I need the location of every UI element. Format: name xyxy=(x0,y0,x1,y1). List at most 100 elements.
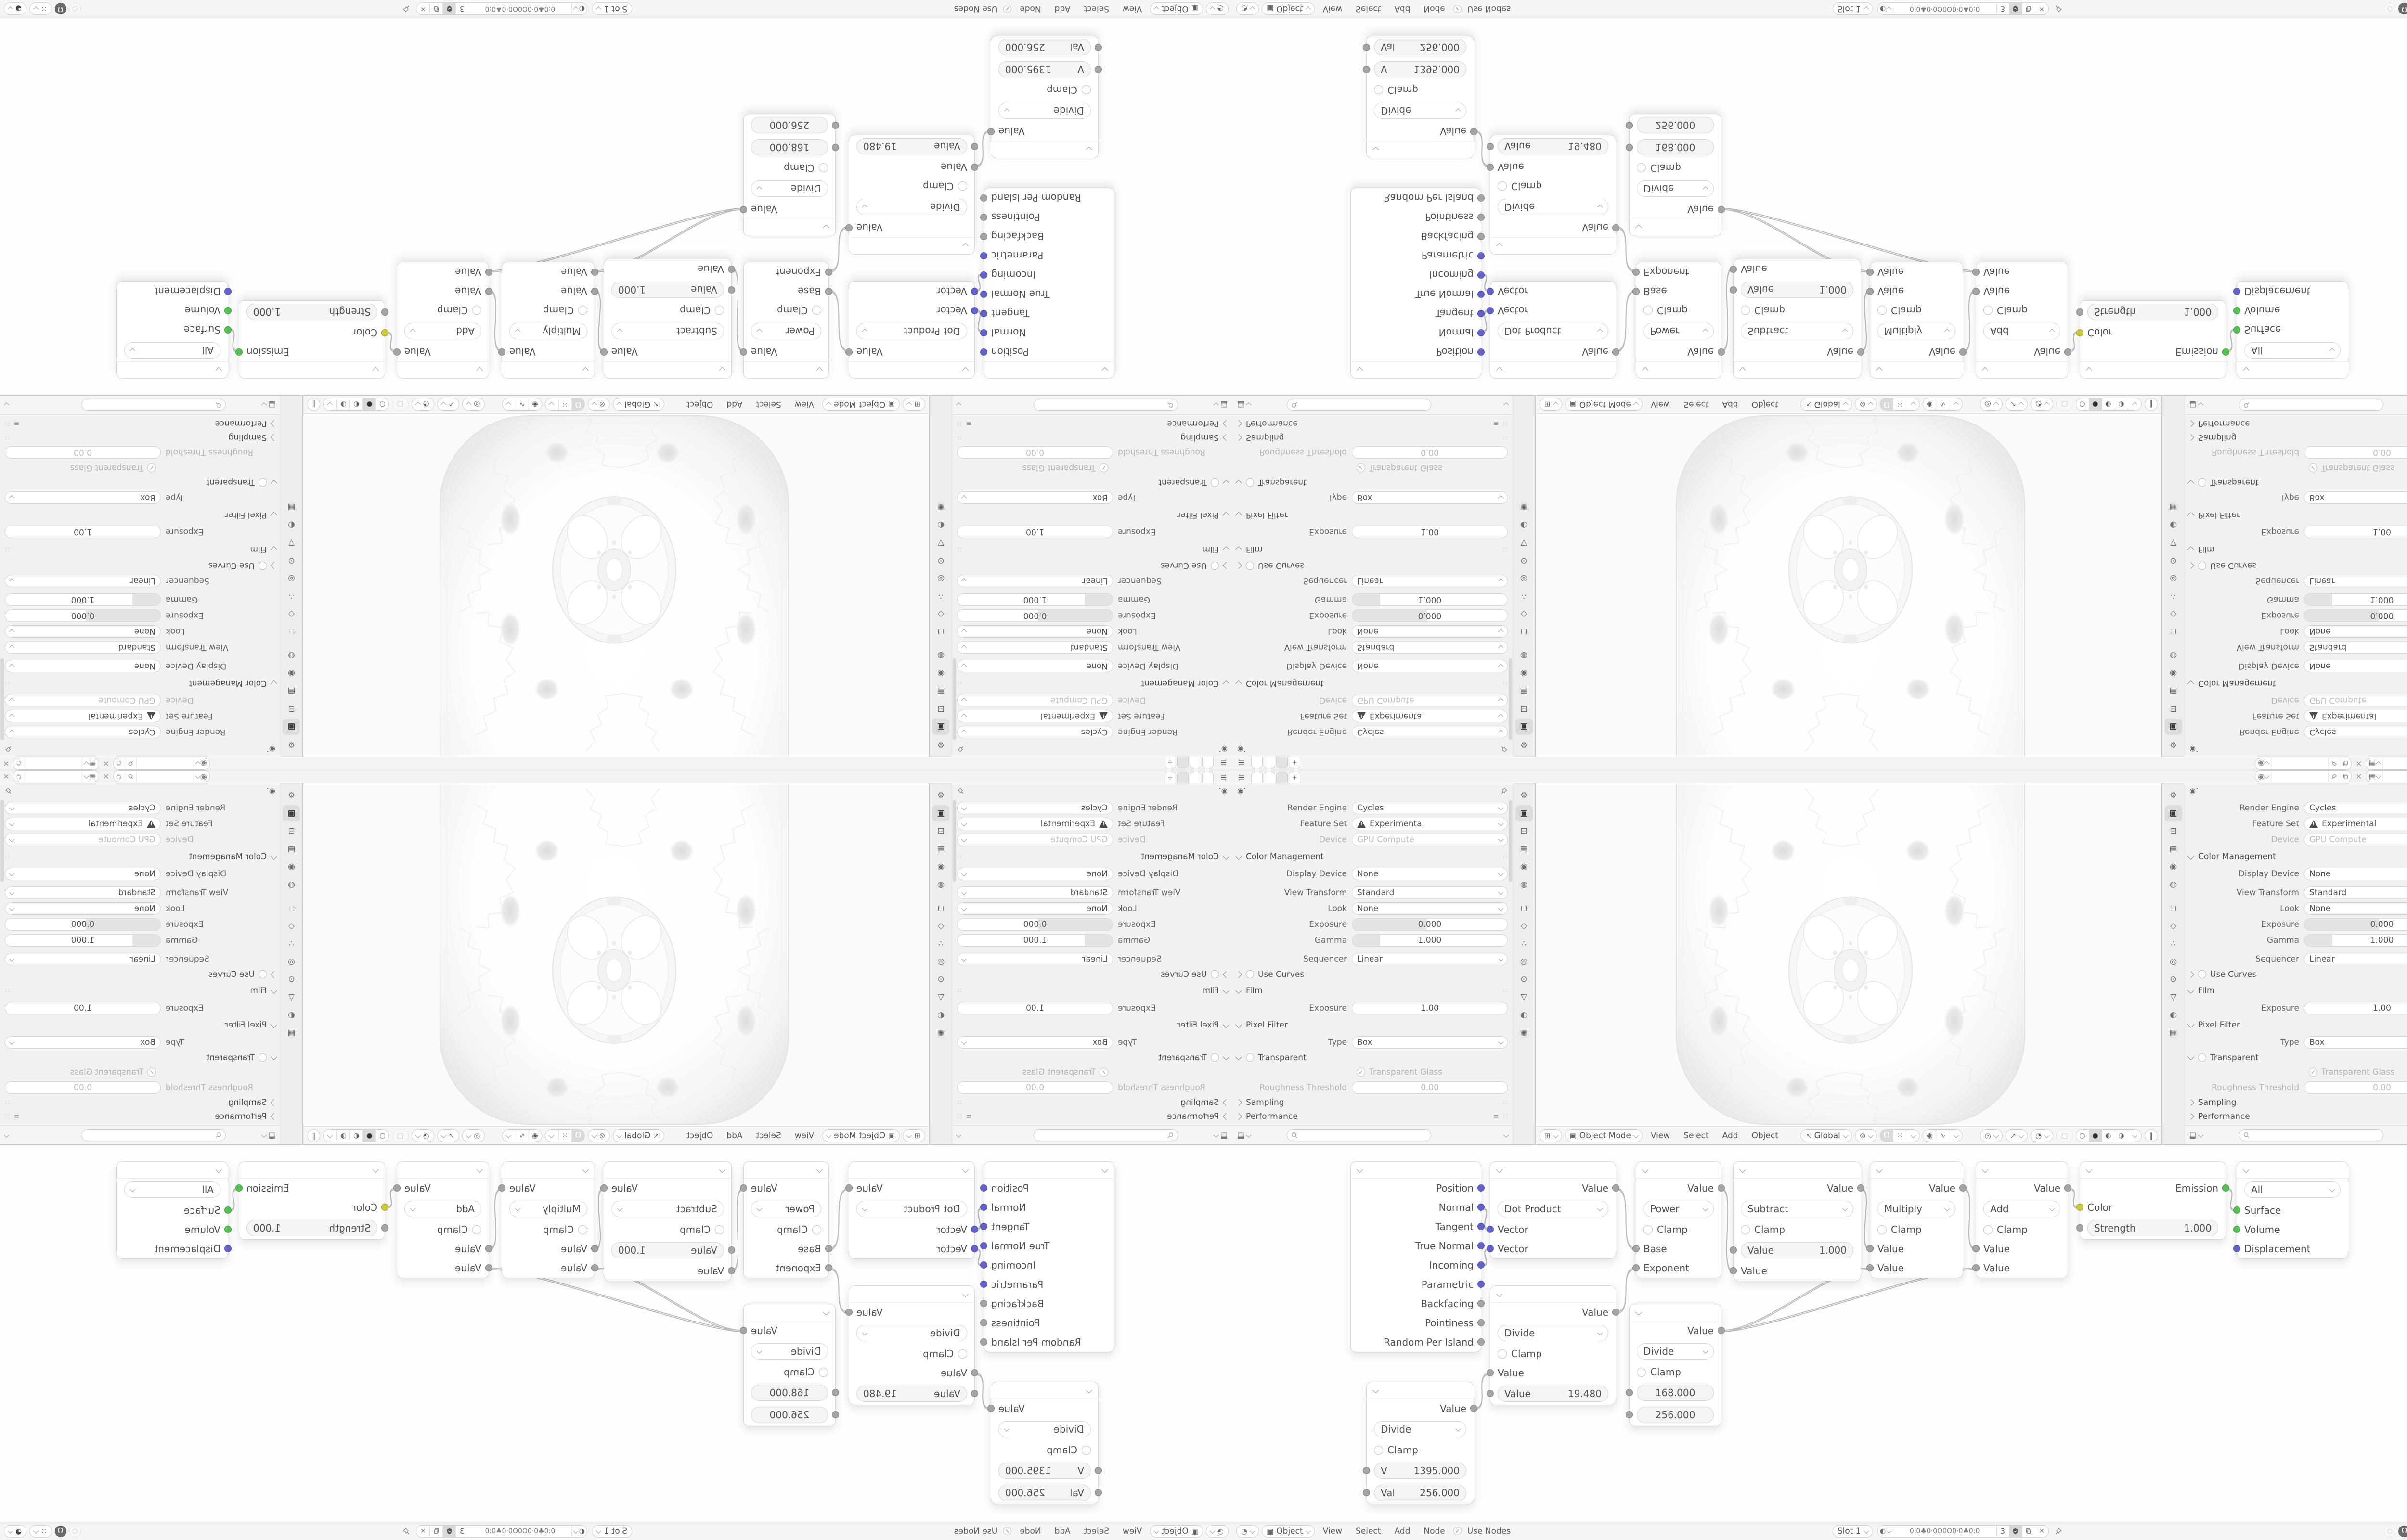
scene-selector[interactable]: ◉ xyxy=(2255,770,2352,782)
properties-tab-view-layer-icon[interactable]: ▤ xyxy=(1520,844,1528,854)
copy-icon[interactable] xyxy=(2340,771,2351,782)
output-socket[interactable] xyxy=(980,1300,987,1307)
properties-tab-scene-icon[interactable]: ◉ xyxy=(937,862,945,872)
node-header[interactable] xyxy=(1870,361,1963,378)
panel-header-film[interactable]: Film∷ xyxy=(2185,540,2407,558)
properties-tab-world-icon[interactable]: ◍ xyxy=(2170,880,2177,889)
properties-tab-tool-icon[interactable]: ⚙ xyxy=(2169,791,2177,800)
copy-icon[interactable] xyxy=(114,771,125,782)
menu-select[interactable]: Select xyxy=(1356,4,1381,14)
node-subtract[interactable]: Value Subtract Clamp Value 1.000 Value xyxy=(600,259,735,379)
input-socket[interactable] xyxy=(381,1204,388,1211)
properties-tab-tool-icon[interactable]: ⚙ xyxy=(2169,740,2177,749)
node-add[interactable]: Value Add Clamp Value Value xyxy=(1972,1161,2071,1278)
material-name-field[interactable]: 0:0♣0·0O0O0·0♣0:0 xyxy=(468,1525,572,1537)
node-divide_a[interactable]: Value Divide Clamp Value Value 19.480 xyxy=(845,135,978,255)
node-operation-select[interactable]: Divide xyxy=(998,1421,1091,1437)
output-socket[interactable] xyxy=(1612,1184,1619,1192)
panel-header-performance[interactable]: Performance≡∷ xyxy=(957,417,1232,431)
input-socket[interactable] xyxy=(2233,1245,2240,1252)
node-value-field[interactable]: Value 1.000 xyxy=(611,1242,724,1258)
input-socket[interactable] xyxy=(1866,288,1874,295)
proportional-icon[interactable]: ◉ xyxy=(528,398,542,411)
collapse-chevron-icon[interactable] xyxy=(1496,1166,1503,1173)
clamp-checkbox[interactable] xyxy=(1637,1367,1646,1377)
input-socket[interactable] xyxy=(971,143,978,150)
pin-icon[interactable] xyxy=(2329,758,2341,769)
properties-tab-modifiers-icon[interactable]: ◇ xyxy=(937,921,945,931)
node-value-field[interactable]: Value 1.000 xyxy=(1741,282,1853,298)
prop-field-look[interactable]: None xyxy=(1352,625,1508,638)
collapse-chevron-icon[interactable] xyxy=(2242,1166,2250,1173)
properties-tab-scene-icon[interactable]: ◉ xyxy=(288,862,295,872)
input-socket[interactable] xyxy=(832,1389,839,1396)
input-socket[interactable] xyxy=(971,307,978,314)
node-value-field[interactable]: Val 256.000 xyxy=(1374,39,1466,55)
scene-name-field[interactable] xyxy=(2271,758,2329,769)
workspace-tab-active[interactable] xyxy=(1177,757,1189,768)
options-chevron-icon[interactable] xyxy=(1503,1132,1509,1138)
output-socket[interactable] xyxy=(393,348,401,356)
prop-field-feature-set[interactable]: ! Experimental xyxy=(5,710,161,723)
menu-object[interactable]: Object xyxy=(1751,1130,1778,1141)
properties-tab-constraints-icon[interactable]: ⊙ xyxy=(1520,975,1527,984)
magnet-icon[interactable] xyxy=(1880,398,1894,411)
collapse-chevron-icon[interactable] xyxy=(215,1166,222,1173)
prop-field-gamma[interactable]: 1.000 xyxy=(5,593,161,606)
output-socket[interactable] xyxy=(980,329,987,336)
node-header[interactable] xyxy=(984,1162,1114,1179)
prop-field-type[interactable]: Box xyxy=(957,491,1113,504)
search-input[interactable] xyxy=(2239,1129,2383,1141)
mode-selector[interactable]: ▣ Object Mode xyxy=(822,398,900,411)
node-value-field[interactable]: V 1395.000 xyxy=(1374,1463,1466,1479)
properties-tab-modifiers-icon[interactable]: ◇ xyxy=(2170,921,2177,931)
prop-field-view-transform[interactable]: Standard xyxy=(2304,886,2407,899)
properties-tab-world-icon[interactable]: ◍ xyxy=(288,651,295,660)
output-socket[interactable] xyxy=(1477,233,1485,240)
prop-field-view-transform[interactable]: Standard xyxy=(957,886,1113,899)
pin-icon[interactable] xyxy=(124,771,136,782)
material-shading-icon[interactable]: ◐ xyxy=(2102,1129,2115,1142)
collapse-chevron-icon[interactable] xyxy=(1642,1166,1649,1173)
collapse-chevron-icon[interactable] xyxy=(2242,367,2250,374)
panel-header-performance[interactable]: Performance≡∷ xyxy=(2185,1109,2407,1123)
node-value-field[interactable]: 256.000 xyxy=(751,117,828,133)
collapse-chevron-icon[interactable] xyxy=(1101,367,1109,374)
panel-header-film[interactable]: Film∷ xyxy=(1232,540,1508,558)
properties-tab-render-icon[interactable]: ▣ xyxy=(932,719,950,735)
node-value-field[interactable]: Val 256.000 xyxy=(1374,1485,1466,1501)
node-power[interactable]: Value Power Clamp Base Exponent xyxy=(1632,1161,1725,1278)
use-nodes-checkbox[interactable]: ✓ xyxy=(1003,5,1012,13)
prop-field-exposure[interactable]: 1.00 xyxy=(5,1001,161,1014)
pin-icon[interactable] xyxy=(124,758,136,769)
workspace-tab-active[interactable] xyxy=(1276,772,1288,783)
properties-tab-modifiers-icon[interactable]: ◇ xyxy=(288,609,295,619)
app-menu-icon[interactable]: ☰ xyxy=(1238,773,1245,782)
node-header[interactable] xyxy=(744,1162,828,1179)
node-operation-select[interactable]: Dot Product xyxy=(1498,323,1608,339)
viewport-canvas[interactable] xyxy=(303,414,929,757)
workspace-tab[interactable] xyxy=(1251,772,1263,783)
menu-node[interactable]: Node xyxy=(1423,1526,1445,1536)
properties-tab-output-icon[interactable]: ⊟ xyxy=(937,704,945,714)
panel-header-color-management[interactable]: Color Management∷ xyxy=(1232,674,1508,693)
gizmos-button[interactable]: ↗ xyxy=(437,1129,460,1142)
clamp-checkbox[interactable] xyxy=(1498,1349,1507,1359)
viewport-canvas[interactable] xyxy=(303,783,929,1126)
toggle-header-transparent[interactable]: Transparent xyxy=(5,475,280,490)
editor-type-icon[interactable]: ▤ xyxy=(2189,400,2197,410)
xray-toggle[interactable]: ▢ xyxy=(2056,398,2073,411)
expand-arrow-icon[interactable] xyxy=(1235,420,1242,427)
shader-type-selector[interactable]: ▣ Object xyxy=(1262,2,1315,15)
node-value-field[interactable]: Value 19.480 xyxy=(856,1386,967,1402)
properties-tab-output-icon[interactable]: ⊟ xyxy=(288,826,295,836)
node-value-field[interactable]: Strength 1.000 xyxy=(246,1220,377,1236)
shader-preview-button[interactable]: ◕ xyxy=(4,2,27,15)
output-socket[interactable] xyxy=(1477,271,1485,279)
collapse-chevron-icon[interactable] xyxy=(1356,367,1363,374)
prop-field-exposure[interactable]: 1.00 xyxy=(1352,526,1508,539)
properties-tab-tool-icon[interactable]: ⚙ xyxy=(287,740,296,749)
node-geometry[interactable]: Position Normal Tangent True Normal Incoming… xyxy=(980,188,1114,379)
prop-field-exposure[interactable]: 0.000 xyxy=(1352,609,1508,622)
workspace-tab[interactable] xyxy=(1251,757,1263,768)
